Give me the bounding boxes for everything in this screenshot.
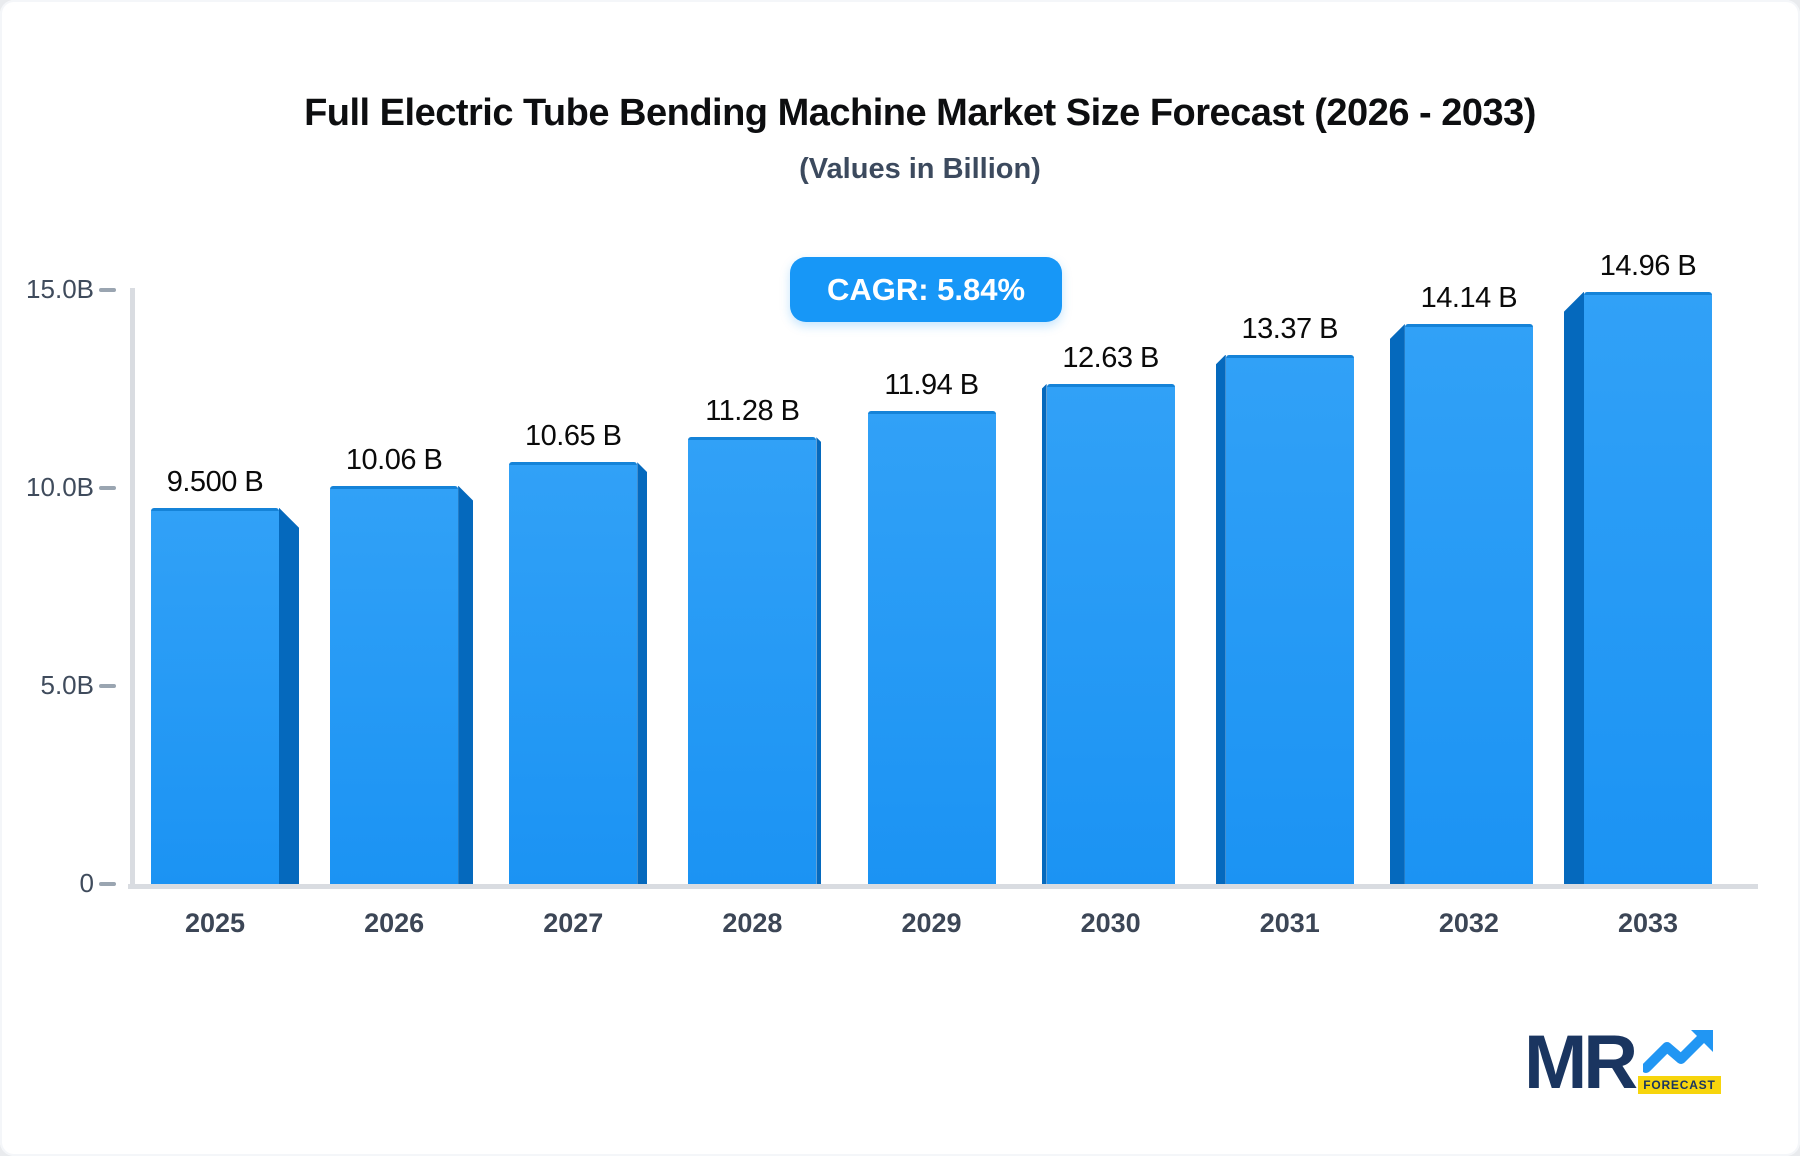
bar-value-label: 11.28 B (705, 395, 800, 428)
y-tick-dash (99, 882, 116, 886)
bar-value-label: 12.63 B (1062, 341, 1159, 374)
bar-face (1046, 383, 1175, 884)
bar-face (1225, 354, 1354, 884)
x-tick-label: 2030 (1080, 908, 1141, 938)
bar-side (458, 485, 474, 884)
chart-header: Full Electric Tube Bending Machine Marke… (40, 92, 1800, 186)
bar-value-label: 11.94 B (884, 369, 979, 402)
bar-side (1564, 291, 1584, 884)
cagr-badge: CAGR: 5.84% (790, 257, 1062, 322)
bar-face (867, 411, 996, 884)
y-tick-dash (99, 486, 116, 490)
x-tick-label: 2026 (364, 908, 425, 938)
x-axis-line (128, 884, 1758, 889)
bar-value-label: 13.37 B (1241, 312, 1339, 345)
y-tick-dash (99, 684, 116, 688)
logo-right-block: FORECAST (1638, 1030, 1721, 1094)
logo-forecast-text: FORECAST (1638, 1076, 1721, 1094)
trend-arrow-icon (1643, 1030, 1714, 1073)
x-tick-label: 2027 (543, 908, 604, 938)
y-tick-label: 15.0B (26, 274, 94, 304)
bar-side (816, 437, 822, 884)
y-tick-label: 5.0B (40, 670, 95, 700)
bar-value-label: 14.96 B (1599, 249, 1697, 282)
chart-title: Full Electric Tube Bending Machine Marke… (304, 92, 1536, 134)
x-tick-label: 2025 (184, 908, 246, 938)
y-tick-label: 0 (79, 868, 94, 898)
bar-face (688, 437, 817, 884)
bar-value-label: 10.65 B (525, 420, 622, 453)
bar-value-label: 14.14 B (1420, 282, 1518, 315)
bar-side (279, 507, 299, 884)
bar-side (637, 462, 648, 884)
x-tick-label: 2032 (1438, 908, 1499, 938)
x-tick-label: 2031 (1259, 908, 1320, 938)
bar-side (1041, 383, 1047, 884)
bar-face (151, 507, 279, 884)
y-tick-dash (99, 288, 116, 292)
x-tick-label: 2028 (722, 908, 783, 938)
y-tick-label: 10.0B (26, 472, 94, 502)
bar-side (1389, 324, 1405, 884)
bar-face (330, 485, 459, 884)
x-tick-label: 2033 (1617, 908, 1679, 938)
bar-value-label: 10.06 B (345, 443, 443, 476)
y-axis-line (130, 288, 135, 888)
bar-face (1584, 291, 1712, 884)
bar-value-label: 9.500 B (166, 465, 264, 498)
mr-forecast-logo: MR FORECAST (1524, 1019, 1721, 1105)
logo-mr-text: MR (1524, 1019, 1638, 1105)
x-tick-label: 2029 (901, 908, 962, 938)
chart-subtitle: (Values in Billion) (799, 153, 1041, 185)
bar-face (509, 462, 638, 884)
bar-side (1215, 354, 1226, 884)
bar-face (1404, 324, 1533, 884)
